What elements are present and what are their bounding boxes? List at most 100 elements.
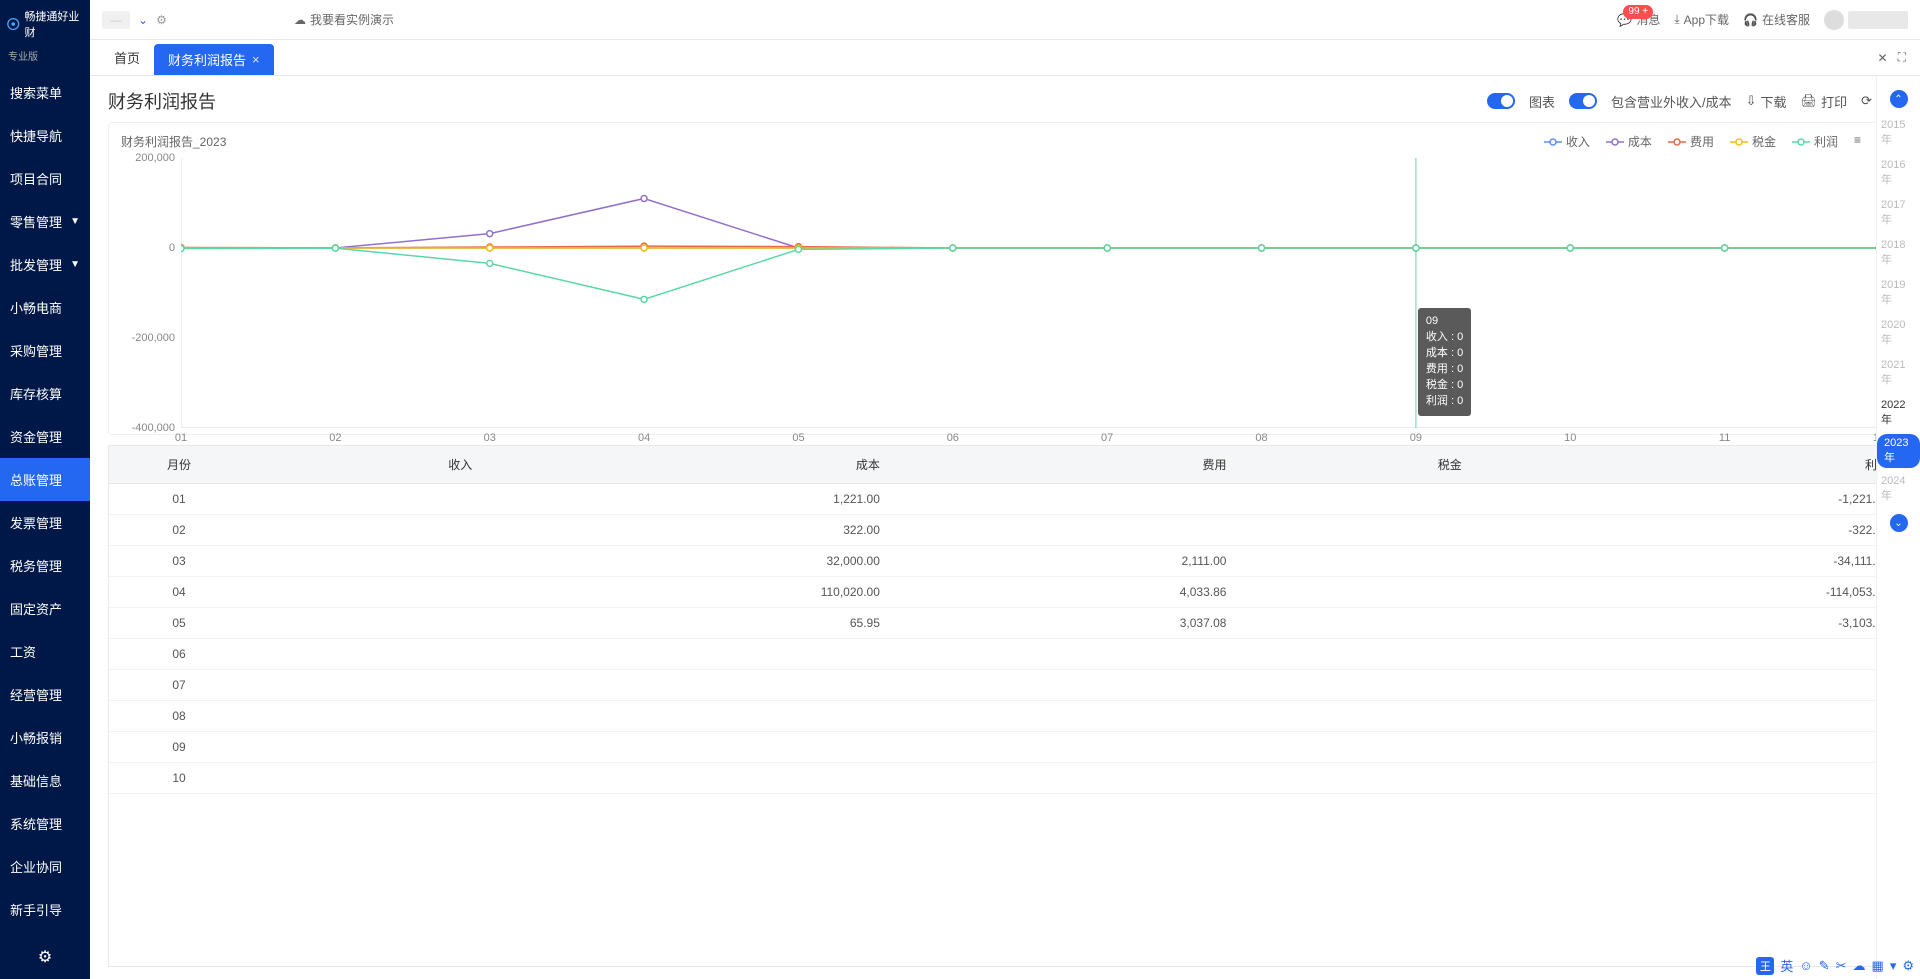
sidebar-item[interactable]: 项目合同 [0,157,90,200]
sidebar-item[interactable]: 系统管理 [0,802,90,845]
org-dropdown[interactable]: — ⌄ ⚙ [102,11,282,29]
download-button[interactable]: ⇩下载 [1746,92,1787,111]
user-menu[interactable] [1824,10,1908,30]
cloud-icon: ☁ [294,13,306,27]
sidebar-item[interactable]: 快捷导航 [0,114,90,157]
sidebar-item[interactable]: 资金管理 [0,415,90,458]
download-button[interactable]: ⤓ App下载 [1674,11,1729,28]
sidebar-item[interactable]: 发票管理 [0,501,90,544]
chart-legend: 收入成本费用税金利润 ≡ [1544,133,1861,150]
table-row: 09 [109,732,1901,763]
sidebar-item[interactable]: 工资 [0,630,90,673]
year-up-icon[interactable]: ⌃ [1890,90,1908,108]
x-axis-label: 08 [1255,432,1267,444]
legend-item[interactable]: 税金 [1730,133,1776,150]
legend-menu-icon[interactable]: ≡ [1854,133,1861,150]
legend-item[interactable]: 收入 [1544,133,1590,150]
sidebar-item[interactable]: 库存核算 [0,372,90,415]
ime-grid-icon[interactable]: ▦ [1872,958,1884,974]
logo[interactable]: 畅捷通好业财 [0,0,90,48]
sidebar-item[interactable]: 新手引导 [0,888,90,931]
sidebar: 畅捷通好业财 专业版 搜索菜单快捷导航项目合同零售管理▼批发管理▼小畅电商采购管… [0,0,90,979]
x-axis-label: 02 [329,432,341,444]
chart-canvas [181,158,1879,428]
profit-table: 月份收入成本费用税金利润 011,221.00-1,221.0002322.00… [108,445,1902,967]
year-item[interactable]: 2022年 [1877,394,1920,432]
demo-link[interactable]: ☁ 我要看实例演示 [294,11,394,28]
ime-scissors-icon[interactable]: ✂ [1836,958,1847,974]
legend-item[interactable]: 成本 [1606,133,1652,150]
x-axis-label: 11 [1719,432,1730,444]
print-button[interactable]: 🖨打印 [1801,92,1848,111]
toggle-extra[interactable] [1569,93,1597,109]
x-axis-label: 04 [638,432,650,444]
topbar: — ⌄ ⚙ ☁ 我要看实例演示 99 + 💬 消息 ⤓ App下载 [90,0,1920,40]
x-axis-label: 09 [1410,432,1422,444]
legend-item[interactable]: 利润 [1792,133,1838,150]
toggle-extra-label: 包含营业外收入/成本 [1611,92,1732,111]
close-all-icon[interactable]: ✕ [1878,51,1888,65]
sidebar-item[interactable]: 采购管理 [0,329,90,372]
profit-chart: 财务利润报告_2023 收入成本费用税金利润≡ 200,0000-200,000… [108,122,1902,435]
sidebar-item[interactable]: 固定资产 [0,587,90,630]
sidebar-item[interactable]: 经营管理 [0,673,90,716]
ime-edit-icon[interactable]: ✎ [1819,958,1830,974]
close-icon[interactable]: × [252,52,260,67]
brand-icon [6,16,20,32]
sidebar-item[interactable]: 搜索菜单 [0,71,90,114]
year-rail: ⌃ 2015年2016年2017年2018年2019年2020年2021年2022… [1876,76,1920,979]
toggle-chart[interactable] [1487,93,1515,109]
chevron-down-icon: ▼ [70,259,80,270]
year-item[interactable]: 2023年 [1877,434,1920,468]
table-row: 04110,020.004,033.86-114,053.86 [109,577,1901,608]
column-header: 收入 [249,446,484,484]
fullscreen-icon[interactable]: ⛶ [1898,50,1906,65]
download-icon: ⇩ [1746,93,1757,109]
sidebar-item[interactable]: 总账管理 [0,458,90,501]
x-axis-label: 05 [792,432,804,444]
year-item[interactable]: 2015年 [1877,114,1920,152]
sidebar-item[interactable]: 小畅电商 [0,286,90,329]
year-item[interactable]: 2020年 [1877,314,1920,352]
legend-item[interactable]: 费用 [1668,133,1714,150]
ime-smile-icon[interactable]: ☺ [1799,958,1812,973]
ime-gear-icon[interactable]: ⚙ [1902,958,1914,974]
x-axis-label: 10 [1564,432,1576,444]
y-axis-label: -200,000 [132,332,175,344]
ime-lang[interactable]: 英 [1780,956,1793,975]
sidebar-item[interactable]: 零售管理▼ [0,200,90,243]
support-button[interactable]: 🎧 在线客服 [1743,11,1810,28]
year-item[interactable]: 2018年 [1877,234,1920,272]
download-icon: ⤓ [1674,12,1679,27]
sidebar-item[interactable]: 企业协同 [0,845,90,888]
table-row: 011,221.00-1,221.00 [109,484,1901,515]
column-header: 税金 [1238,446,1473,484]
chevron-down-icon: ▼ [70,216,80,227]
refresh-icon: ⟳ [1861,93,1872,109]
gear-icon[interactable]: ⚙ [156,13,167,27]
ime-logo-icon[interactable]: 王 [1756,957,1774,975]
year-item[interactable]: 2019年 [1877,274,1920,312]
avatar-icon [1824,10,1844,30]
sidebar-item[interactable]: 小畅报销 [0,716,90,759]
username-placeholder [1848,11,1908,29]
year-down-icon[interactable]: ⌄ [1890,514,1908,532]
year-item[interactable]: 2024年 [1877,470,1920,508]
ime-cloud-icon[interactable]: ☁ [1853,958,1866,974]
messages-button[interactable]: 99 + 💬 消息 [1617,11,1660,28]
sidebar-item[interactable]: 税务管理 [0,544,90,587]
year-item[interactable]: 2021年 [1877,354,1920,392]
toggle-chart-label: 图表 [1529,92,1555,111]
tab-profit-report[interactable]: 财务利润报告 × [154,44,274,75]
x-axis-label: 03 [484,432,496,444]
tab-home[interactable]: 首页 [100,40,154,75]
brand-name: 畅捷通好业财 [24,8,84,40]
sidebar-item[interactable]: 批发管理▼ [0,243,90,286]
sidebar-item[interactable]: 基础信息 [0,759,90,802]
year-item[interactable]: 2016年 [1877,154,1920,192]
ime-down-icon[interactable]: ▾ [1890,958,1897,974]
year-item[interactable]: 2017年 [1877,194,1920,232]
page-title: 财务利润报告 [108,88,216,114]
settings-icon[interactable]: ⚙ [0,935,90,979]
table-row: 07 [109,670,1901,701]
